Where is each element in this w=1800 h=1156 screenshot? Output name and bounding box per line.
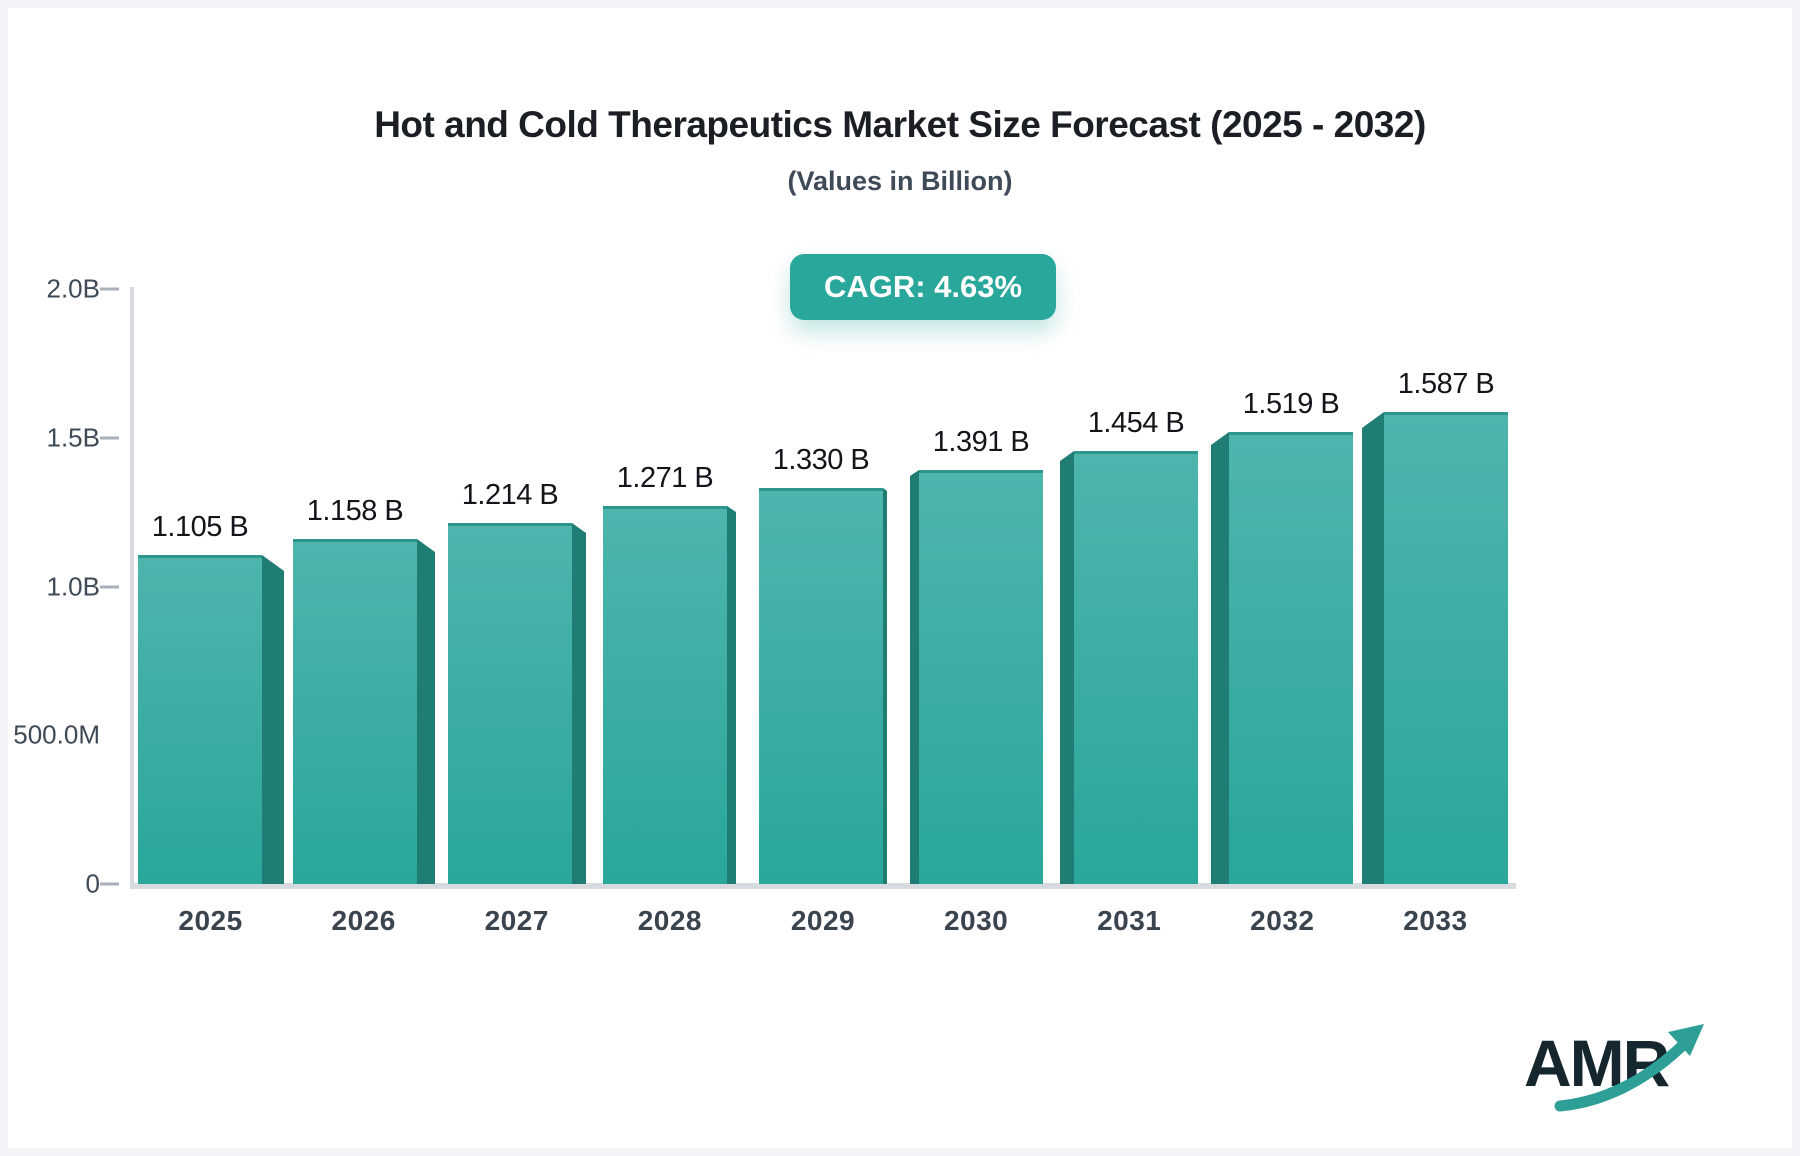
y-axis-line bbox=[130, 287, 134, 889]
bar-side-bevel bbox=[883, 488, 887, 884]
x-axis-label-2033: 2033 bbox=[1403, 905, 1468, 936]
bar-side-bevel bbox=[572, 523, 586, 884]
bar-2027[interactable] bbox=[448, 523, 586, 884]
bar-face bbox=[759, 488, 883, 884]
y-tick-label: 2.0B bbox=[46, 273, 101, 304]
bar-2028[interactable] bbox=[603, 506, 736, 884]
x-axis-label-2025: 2025 bbox=[178, 905, 243, 936]
bar-face bbox=[1229, 432, 1353, 884]
x-axis-label-2028: 2028 bbox=[637, 905, 703, 936]
y-tick-label: 1.0B bbox=[46, 571, 101, 601]
amr-logo-text: AMR bbox=[1524, 1026, 1670, 1100]
amr-logo: AMR bbox=[1524, 1024, 1704, 1112]
x-axis-label-2029: 2029 bbox=[790, 905, 856, 936]
bar-side-bevel bbox=[262, 555, 284, 884]
cagr-badge-container: CAGR: 4.63% bbox=[0, 254, 1800, 320]
x-axis-label-2030: 2030 bbox=[943, 905, 1009, 936]
x-axis-label-2031: 2031 bbox=[1097, 905, 1162, 936]
y-tick-label: 1.5B bbox=[46, 422, 101, 453]
cagr-badge: CAGR: 4.63% bbox=[789, 254, 1057, 320]
bar-value-label: 1.158 B bbox=[306, 495, 404, 527]
y-tick-dash bbox=[100, 287, 119, 291]
chart-subtitle: (Values in Billion) bbox=[787, 166, 1013, 196]
bar-value-label: 1.587 B bbox=[1397, 368, 1495, 400]
chart-title: Hot and Cold Therapeutics Market Size Fo… bbox=[374, 104, 1426, 145]
bar-value-label: 1.391 B bbox=[932, 426, 1030, 458]
y-tick-dash bbox=[100, 585, 119, 588]
bar-face bbox=[1384, 412, 1508, 884]
bar-value-label: 1.330 B bbox=[772, 444, 870, 476]
bar-value-label: 1.271 B bbox=[616, 462, 714, 494]
bar-value-label: 1.105 B bbox=[151, 511, 249, 543]
bar-2025[interactable] bbox=[138, 555, 284, 884]
bar-side-bevel bbox=[417, 539, 435, 884]
bar-side-bevel bbox=[1211, 432, 1229, 884]
x-axis-label-2026: 2026 bbox=[331, 905, 396, 936]
bar-value-label: 1.454 B bbox=[1087, 407, 1185, 439]
bar-side-bevel bbox=[1060, 451, 1074, 884]
bar-2033[interactable] bbox=[1362, 412, 1508, 884]
bar-2032[interactable] bbox=[1211, 432, 1353, 884]
bar-face bbox=[1074, 451, 1198, 884]
bar-side-bevel bbox=[727, 506, 736, 884]
bar-face bbox=[293, 539, 417, 884]
bar-face bbox=[138, 555, 262, 884]
bar-face bbox=[603, 506, 727, 884]
bar-face bbox=[919, 470, 1043, 884]
bar-face bbox=[448, 523, 572, 884]
bar-2029[interactable] bbox=[759, 488, 887, 884]
y-tick-dash bbox=[100, 882, 119, 886]
y-tick-label: 0 bbox=[85, 868, 100, 899]
bar-value-label: 1.519 B bbox=[1242, 388, 1340, 420]
bar-2026[interactable] bbox=[293, 539, 435, 884]
x-axis-label-2027: 2027 bbox=[484, 905, 549, 936]
bar-side-bevel bbox=[1362, 412, 1384, 884]
growth-arrow-icon bbox=[1554, 1024, 1704, 1112]
y-tick-label: 500.0M bbox=[13, 719, 100, 750]
bar-2031[interactable] bbox=[1060, 451, 1198, 884]
bar-side-bevel bbox=[910, 470, 919, 884]
x-axis-baseline bbox=[130, 883, 1516, 889]
y-tick-dash bbox=[100, 436, 119, 440]
x-axis-label-2032: 2032 bbox=[1250, 905, 1315, 936]
bar-value-label: 1.214 B bbox=[461, 479, 559, 511]
bar-2030[interactable] bbox=[910, 470, 1043, 884]
